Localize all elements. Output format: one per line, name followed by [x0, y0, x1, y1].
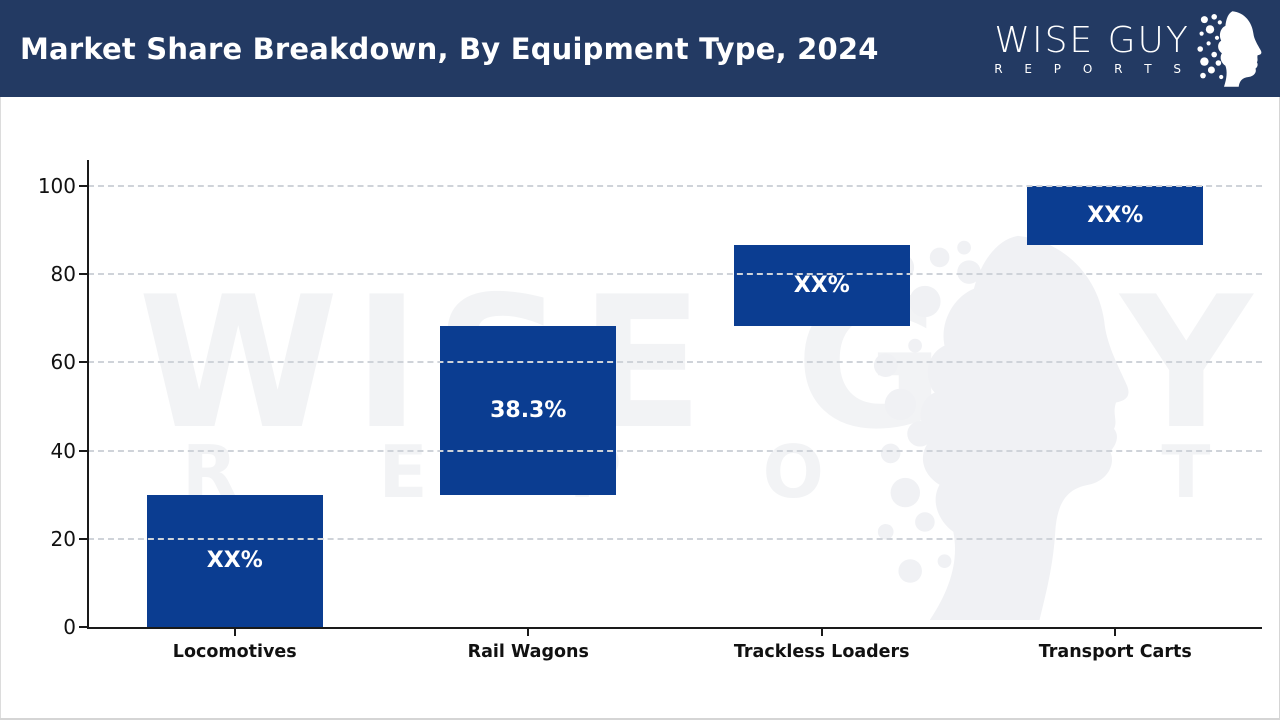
y-axis-line [87, 160, 89, 629]
x-axis-line [87, 627, 1262, 629]
bar-value-label-transport-carts: XX% [1087, 203, 1144, 229]
x-tick-mark [527, 629, 530, 636]
y-tick-mark [79, 185, 88, 187]
y-tick-label: 40 [50, 438, 76, 463]
y-tick-label: 100 [37, 174, 76, 198]
x-tick-mark [820, 629, 823, 636]
watermark-dotted-face-icon [873, 235, 1129, 620]
bar-rail-wagons: 38.3% [440, 325, 617, 495]
gridline-60 [88, 361, 1262, 364]
bar-value-label-rail-wagons: 38.3% [490, 397, 567, 423]
gridline-40 [88, 449, 1262, 452]
x-tick-label-transport-carts: Transport Carts [1038, 642, 1192, 662]
gridline-80 [88, 273, 1262, 276]
y-tick-mark [79, 449, 88, 452]
x-tick-mark [233, 629, 236, 636]
y-tick-mark [79, 361, 88, 364]
bar-locomotives: XX% [146, 494, 323, 627]
logo-wordmark: WISE GUY R E P O R T S [994, 19, 1190, 76]
logo-dotted-face-icon [1197, 10, 1262, 87]
y-tick-label: 60 [50, 350, 76, 375]
x-tick-label-locomotives: Locomotives [172, 642, 297, 662]
x-tick-label-trackless-loaders: Trackless Loaders [733, 642, 910, 662]
y-tick-mark [79, 273, 88, 276]
page-title: Market Share Breakdown, By Equipment Typ… [20, 31, 879, 66]
bar-transport-carts: XX% [1027, 186, 1204, 246]
gridline-100 [88, 185, 1262, 187]
page-border-left [0, 97, 1, 720]
x-tick-mark [1114, 629, 1117, 636]
y-tick-label: 0 [63, 615, 76, 639]
y-tick-mark [79, 626, 88, 628]
gridline-20 [88, 537, 1262, 540]
header-bar: Market Share Breakdown, By Equipment Typ… [0, 0, 1280, 97]
logo-wordmark-line1: WISE GUY [994, 19, 1190, 61]
y-tick-mark [79, 537, 88, 540]
bar-value-label-trackless-loaders: XX% [793, 272, 850, 298]
wise-guy-reports-logo: WISE GUY R E P O R T S [994, 8, 1280, 90]
bar-value-label-locomotives: XX% [206, 548, 263, 574]
y-tick-label: 80 [50, 262, 76, 287]
logo-wordmark-line2: R E P O R T S [994, 61, 1190, 76]
x-tick-label-rail-wagons: Rail Wagons [467, 642, 589, 662]
y-tick-label: 20 [50, 526, 76, 551]
page-border-bottom [0, 718, 1280, 720]
bar-trackless-loaders: XX% [733, 245, 910, 326]
